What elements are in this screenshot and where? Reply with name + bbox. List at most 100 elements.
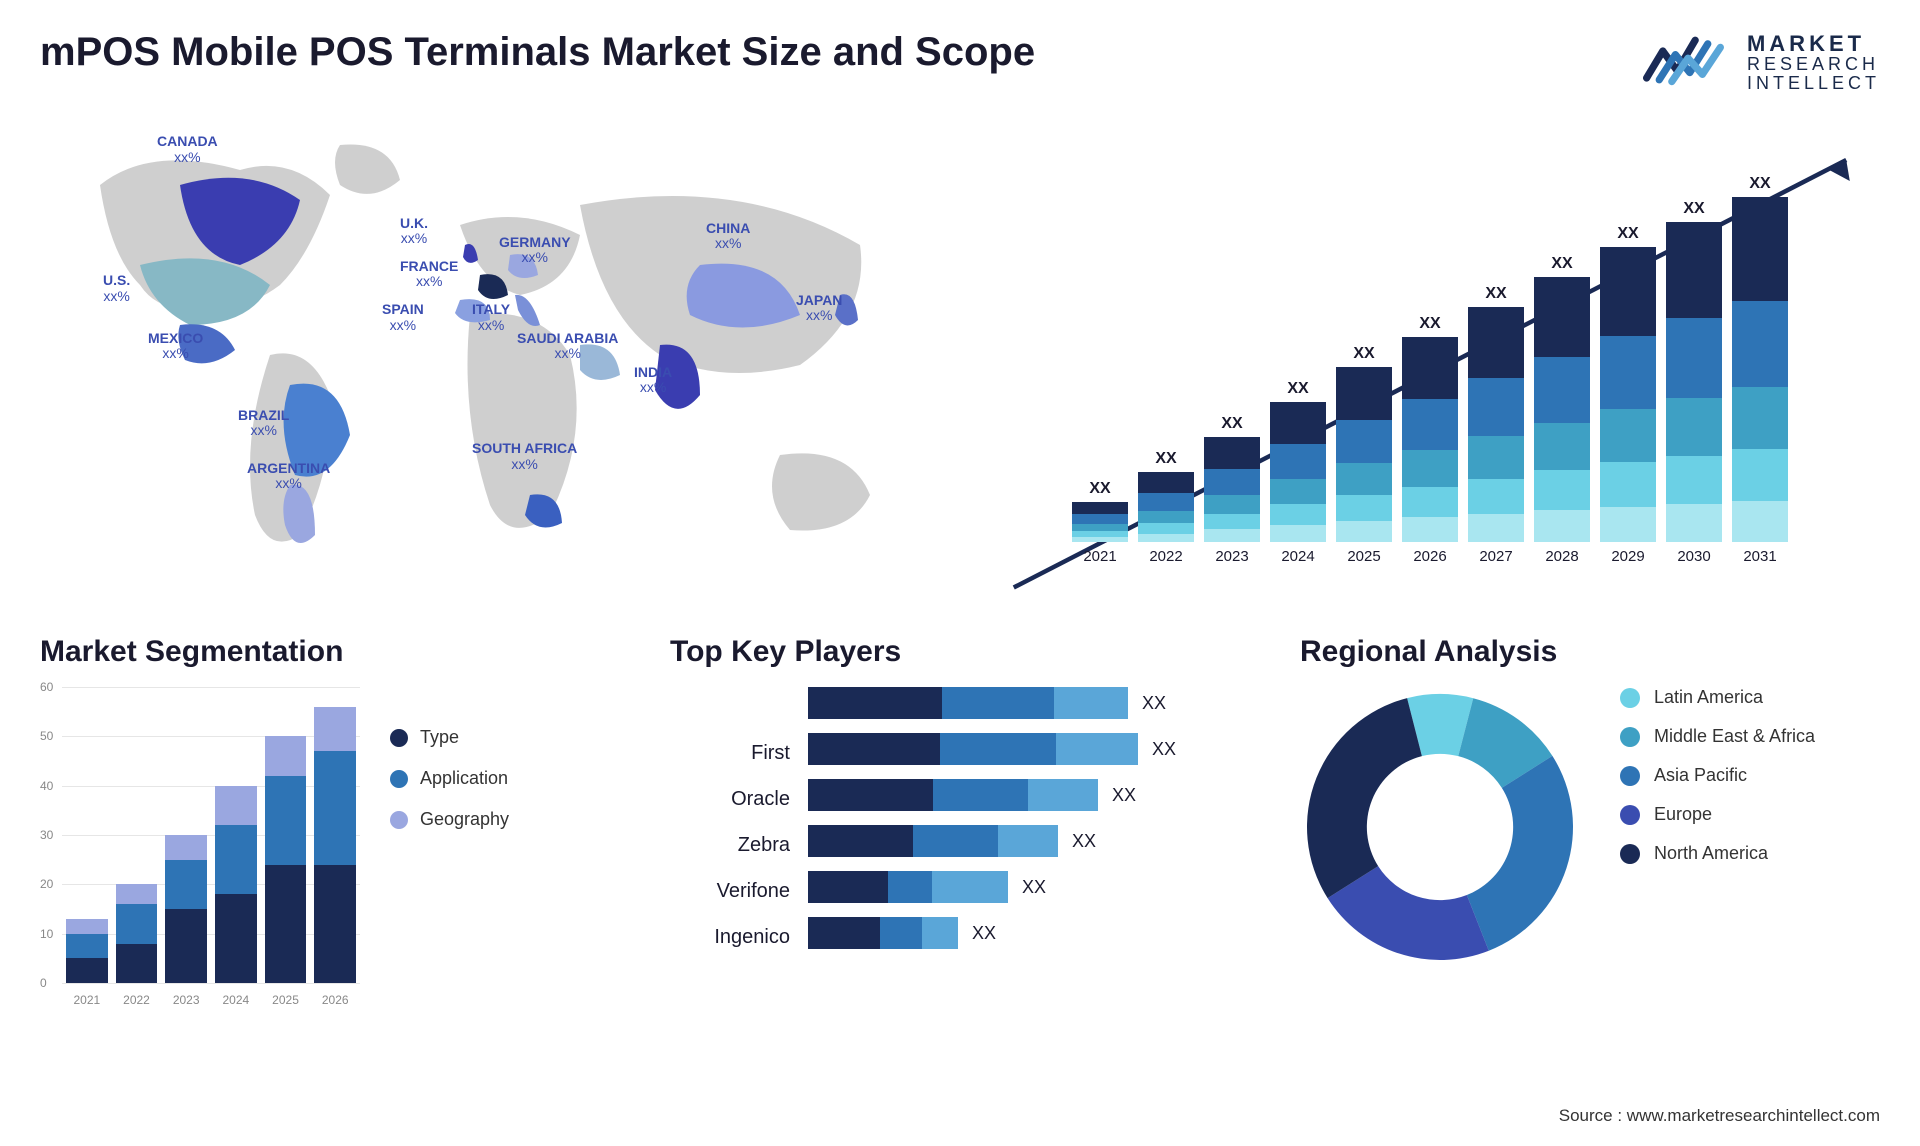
kp-bar-row: XX: [808, 733, 1250, 765]
growth-bar-value: XX: [1617, 225, 1638, 243]
kp-value-label: XX: [1112, 785, 1136, 806]
seg-ytick: 0: [40, 976, 47, 990]
growth-bar-year: 2031: [1743, 548, 1776, 565]
seg-bar-2023: [165, 835, 207, 983]
map-label-mexico: MEXICOxx%: [148, 331, 203, 362]
map-label-japan: JAPANxx%: [796, 293, 842, 324]
seg-ytick: 20: [40, 877, 53, 891]
regional-legend-label: Middle East & Africa: [1654, 726, 1815, 747]
logo-text-3: INTELLECT: [1747, 74, 1880, 93]
growth-bar-2031: XX 2031: [1732, 175, 1788, 565]
map-label-germany: GERMANYxx%: [499, 235, 571, 266]
regional-legend-label: North America: [1654, 843, 1768, 864]
growth-bar-2030: XX 2030: [1666, 200, 1722, 565]
kp-value-label: XX: [1072, 831, 1096, 852]
donut-segment: [1307, 698, 1422, 898]
kp-label: Oracle: [731, 783, 790, 815]
brand-logo: MARKET RESEARCH INTELLECT: [1643, 30, 1880, 95]
growth-bar-value: XX: [1749, 175, 1770, 193]
growth-bar-2028: XX2028: [1534, 255, 1590, 565]
seg-bar-2026: [314, 707, 356, 983]
map-label-spain: SPAINxx%: [382, 302, 424, 333]
regional-title: Regional Analysis: [1300, 635, 1880, 669]
growth-bar-2022: XX2022: [1138, 450, 1194, 565]
world-map-panel: CANADAxx% U.S.xx% MEXICOxx% BRAZILxx% ARGENT…: [40, 115, 940, 595]
growth-bar-2027: XX 2027: [1468, 285, 1524, 565]
seg-bar-2024: [215, 786, 257, 983]
logo-text-1: MARKET: [1747, 32, 1880, 55]
regional-legend-item: North America: [1620, 843, 1815, 864]
key-players-bars: XX XX XX XX XX XX: [808, 687, 1250, 953]
map-label-u-s-: U.S.xx%: [103, 273, 130, 304]
growth-bar-value: XX: [1221, 415, 1242, 433]
growth-bar-year: 2021: [1083, 548, 1116, 565]
seg-xlabel: 2025: [265, 993, 307, 1007]
growth-bar-value: XX: [1551, 255, 1572, 273]
regional-legend: Latin America Middle East & Africa Asia Pa…: [1620, 687, 1815, 864]
segmentation-title: Market Segmentation: [40, 635, 620, 669]
kp-label: Zebra: [738, 829, 790, 861]
seg-legend-item: Geography: [390, 809, 509, 830]
seg-xlabel: 2023: [165, 993, 207, 1007]
growth-bar-value: XX: [1485, 285, 1506, 303]
growth-bar-value: XX: [1089, 480, 1110, 498]
seg-legend-label: Geography: [420, 809, 509, 830]
map-label-saudi-arabia: SAUDI ARABIAxx%: [517, 331, 618, 362]
growth-bar-2025: XX 2025: [1336, 345, 1392, 565]
regional-legend-item: Europe: [1620, 804, 1815, 825]
growth-bar-value: XX: [1419, 315, 1440, 333]
map-label-brazil: BRAZILxx%: [238, 408, 289, 439]
map-label-argentina: ARGENTINAxx%: [247, 461, 330, 492]
map-label-canada: CANADAxx%: [157, 134, 218, 165]
kp-bar-row: XX: [808, 779, 1250, 811]
growth-bar-value: XX: [1683, 200, 1704, 218]
kp-label: Ingenico: [714, 921, 790, 953]
kp-bar-row: XX: [808, 871, 1250, 903]
regional-legend-label: Latin America: [1654, 687, 1763, 708]
page-title: mPOS Mobile POS Terminals Market Size an…: [40, 30, 1035, 75]
map-label-south-africa: SOUTH AFRICAxx%: [472, 441, 577, 472]
growth-bar-year: 2030: [1677, 548, 1710, 565]
regional-panel: Regional Analysis Latin America Middle Ea…: [1300, 635, 1880, 1007]
growth-bar-year: 2026: [1413, 548, 1446, 565]
growth-bar-value: XX: [1353, 345, 1374, 363]
source-text: Source : www.marketresearchintellect.com: [1559, 1106, 1880, 1126]
regional-legend-label: Europe: [1654, 804, 1712, 825]
seg-ytick: 10: [40, 927, 53, 941]
growth-bar-year: 2029: [1611, 548, 1644, 565]
growth-bar-year: 2023: [1215, 548, 1248, 565]
logo-mark-icon: [1643, 30, 1733, 95]
growth-bar-2024: XX2024: [1270, 380, 1326, 565]
growth-bar-value: XX: [1155, 450, 1176, 468]
seg-legend-item: Type: [390, 727, 509, 748]
seg-legend-label: Application: [420, 768, 508, 789]
seg-ytick: 30: [40, 828, 53, 842]
growth-bar-year: 2027: [1479, 548, 1512, 565]
seg-xlabel: 2021: [66, 993, 108, 1007]
regional-donut-chart: [1300, 687, 1580, 967]
donut-segment: [1467, 756, 1573, 951]
growth-bar-2021: XX 2021: [1072, 480, 1128, 565]
regional-legend-item: Asia Pacific: [1620, 765, 1815, 786]
kp-value-label: XX: [972, 923, 996, 944]
map-label-u-k-: U.K.xx%: [400, 216, 428, 247]
seg-legend-item: Application: [390, 768, 509, 789]
seg-xlabel: 2026: [314, 993, 356, 1007]
segmentation-panel: Market Segmentation 0 10 20 30 40 50 60 2021 20…: [40, 635, 620, 1007]
growth-bar-2023: XX 2023: [1204, 415, 1260, 565]
kp-label: First: [751, 737, 790, 769]
growth-bar-2029: XX 2029: [1600, 225, 1656, 565]
kp-value-label: XX: [1142, 693, 1166, 714]
growth-bar-year: 2024: [1281, 548, 1314, 565]
key-players-labels: FirstOracleZebraVerifoneIngenico: [670, 687, 790, 953]
seg-ytick: 60: [40, 680, 53, 694]
map-label-india: INDIAxx%: [634, 365, 672, 396]
growth-bar-year: 2025: [1347, 548, 1380, 565]
segmentation-chart: 0102030405060 202120222023202420252026: [40, 687, 360, 1007]
key-players-panel: Top Key Players FirstOracleZebraVerifone…: [670, 635, 1250, 1007]
seg-ytick: 40: [40, 779, 53, 793]
seg-bar-2022: [116, 884, 158, 983]
kp-value-label: XX: [1022, 877, 1046, 898]
seg-ytick: 50: [40, 729, 53, 743]
seg-xlabel: 2024: [215, 993, 257, 1007]
